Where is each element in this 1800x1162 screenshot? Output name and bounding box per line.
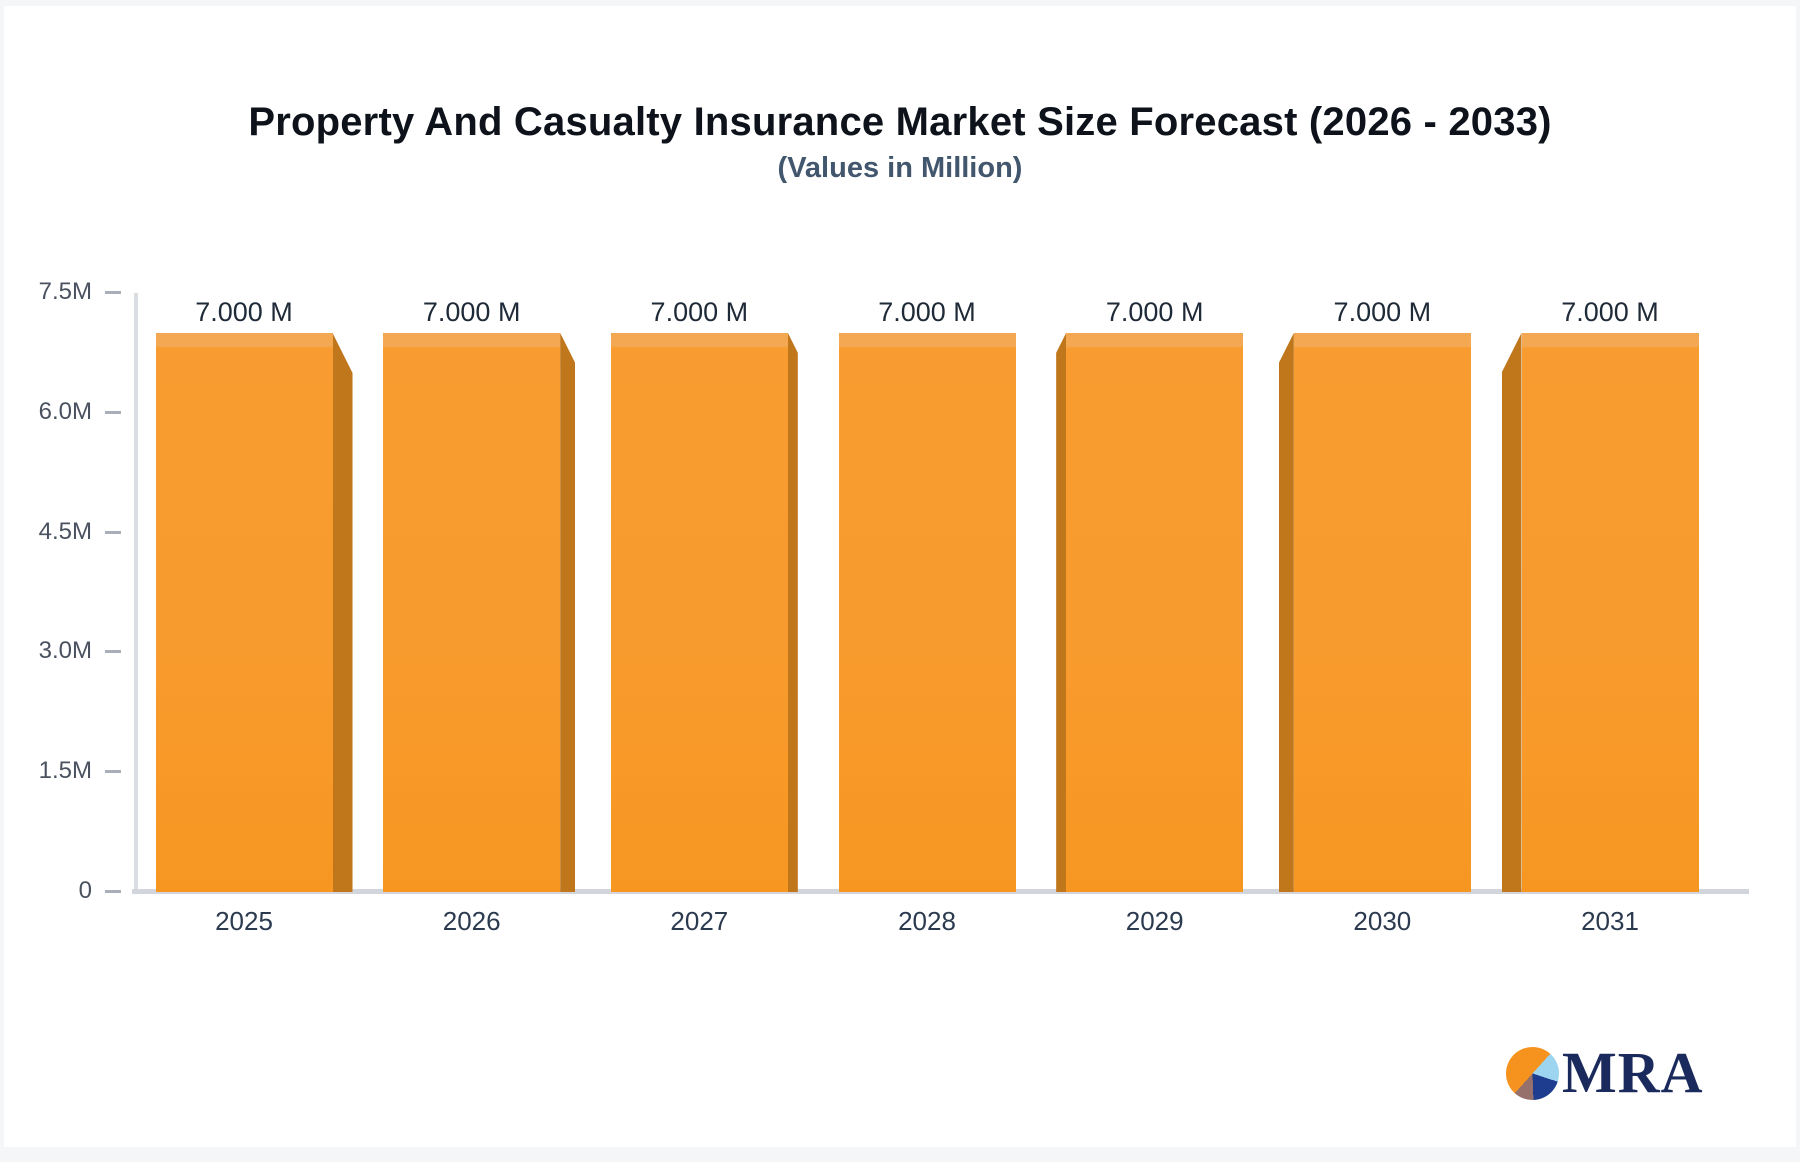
x-tick-label: 2029 (1125, 906, 1184, 936)
bar-2026 (383, 332, 561, 892)
y-tick-label: 7.5M (38, 278, 92, 305)
mra-logo-text: MRA (1562, 1040, 1704, 1105)
bar-3d-side (787, 332, 798, 892)
bar-value-label: 7.000 M (422, 296, 521, 327)
x-tick-label: 2030 (1353, 906, 1412, 936)
y-tick-mark (105, 410, 121, 414)
x-tick-label: 2028 (898, 906, 956, 936)
bar-3d-side (1056, 332, 1067, 892)
chart-title: Property And Casualty Insurance Market S… (248, 100, 1552, 144)
pie-chart-icon (1506, 1046, 1559, 1100)
bar-value-label: 7.000 M (1105, 296, 1204, 327)
bar-value-label: 7.000 M (650, 296, 749, 327)
bar-2030 (1293, 332, 1471, 892)
bar-value-label: 7.000 M (1333, 296, 1432, 327)
y-axis-line (134, 293, 138, 892)
chart-card: Property And Casualty Insurance Market S… (4, 6, 1796, 1147)
bar-2031 (1521, 332, 1699, 892)
bar-3d-side (560, 332, 576, 892)
x-tick-label: 2025 (215, 906, 273, 936)
y-tick-mark (105, 770, 121, 774)
bar-3d-side (1501, 332, 1522, 892)
x-tick-label: 2031 (1581, 906, 1639, 936)
y-tick-mark (105, 530, 121, 534)
bar-2027 (610, 332, 788, 892)
chart-subtitle: (Values in Million) (777, 152, 1023, 184)
bar-chart-plot-area: 7.5M 6.0M 4.5M 3.0M 1.5M 0 7.000 M 2025 7.000 M 2… (4, 6, 1800, 1162)
bar-value-label: 7.000 M (1561, 296, 1659, 327)
x-tick-label: 2026 (442, 906, 501, 936)
mra-logo: MRA (1506, 1044, 1704, 1102)
bar-value-label: 7.000 M (195, 296, 293, 327)
bar-3d-side (332, 332, 353, 892)
y-tick-mark (105, 890, 121, 893)
bar-2025 (155, 332, 333, 892)
bar-2028 (838, 332, 1016, 892)
y-tick-label: 0 (78, 877, 92, 904)
y-tick-mark (105, 291, 121, 294)
bar-value-label: 7.000 M (878, 296, 976, 327)
y-tick-label: 4.5M (38, 517, 92, 545)
y-tick-label: 3.0M (38, 637, 92, 665)
y-tick-mark (105, 650, 121, 654)
bar-2029 (1066, 332, 1244, 892)
bar-3d-side (1278, 332, 1294, 892)
y-tick-label: 1.5M (38, 757, 92, 785)
y-tick-label: 6.0M (38, 397, 92, 425)
x-tick-label: 2027 (670, 906, 729, 936)
